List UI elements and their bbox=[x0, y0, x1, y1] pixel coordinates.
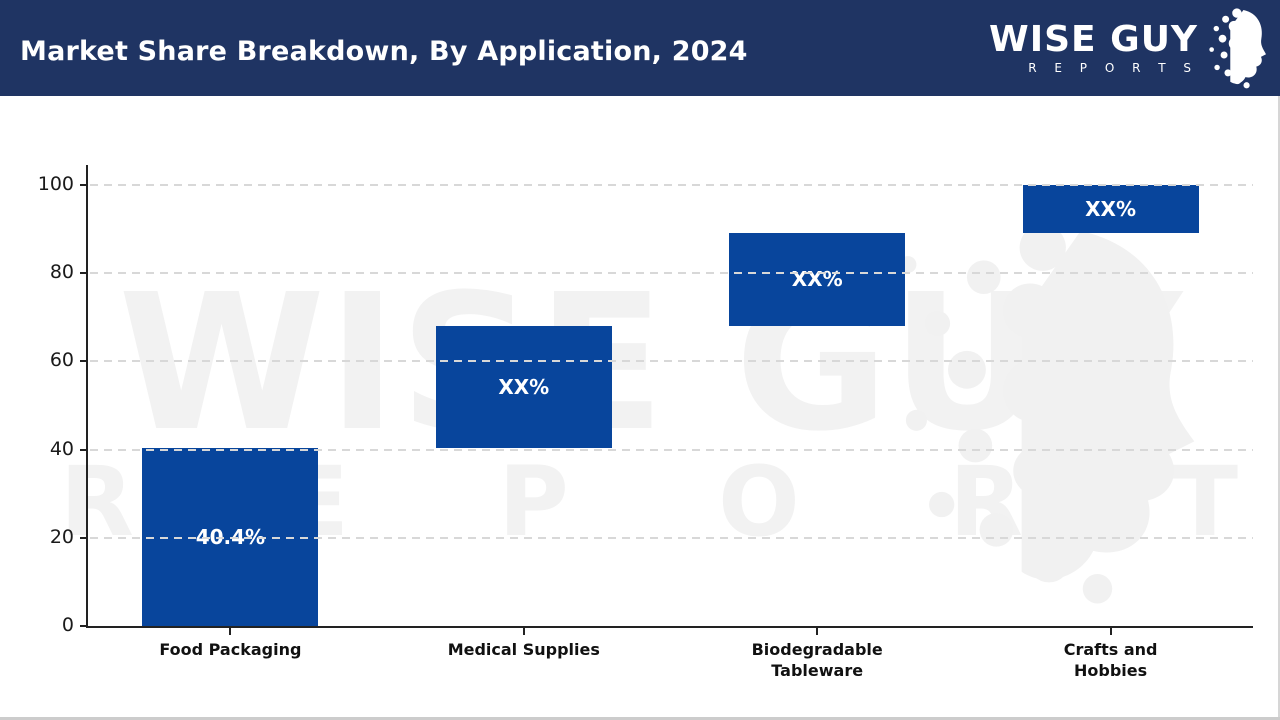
bar-value-label: XX% bbox=[791, 267, 843, 292]
x-category-label: Biodegradable Tableware bbox=[751, 640, 883, 680]
gridline bbox=[90, 448, 1253, 451]
gridline bbox=[90, 360, 1253, 363]
y-tick bbox=[80, 360, 88, 363]
x-tick bbox=[816, 628, 819, 635]
bar-crafts-and-hobbies: XX% bbox=[1022, 185, 1199, 233]
bar-value-label: XX% bbox=[498, 374, 550, 399]
y-axis-line bbox=[86, 165, 88, 628]
wiseguy-head-icon bbox=[1209, 8, 1266, 89]
x-category-label: Medical Supplies bbox=[447, 640, 600, 659]
gridline bbox=[90, 184, 1253, 186]
y-tick bbox=[80, 625, 88, 627]
chart-title: Market Share Breakdown, By Application, … bbox=[20, 35, 748, 67]
page-border-right bbox=[1278, 96, 1280, 720]
chart-canvas: WISE GUY R E P O R T S 02040608010040.4%… bbox=[0, 96, 1280, 720]
x-tick bbox=[522, 628, 525, 635]
bar-value-label: XX% bbox=[1085, 196, 1137, 221]
y-tick bbox=[80, 536, 88, 539]
wiseguy-logo: WISE GUY R E P O R T S bbox=[989, 6, 1266, 90]
page-border-bottom bbox=[0, 717, 1280, 720]
y-tick-label: 80 bbox=[49, 261, 74, 284]
x-tick bbox=[1109, 628, 1112, 635]
y-tick-label: 20 bbox=[49, 525, 74, 548]
y-tick-label: 100 bbox=[37, 173, 74, 195]
plot-area: 0 20 40 60 80 100 40.4% Food Packaging XX% Medica… bbox=[0, 96, 1280, 720]
x-category-label: Crafts and Hobbies bbox=[1063, 640, 1158, 680]
logo-text: WISE GUY R E P O R T S bbox=[988, 19, 1198, 75]
logo-sub: R E P O R T S bbox=[1028, 61, 1198, 75]
y-tick bbox=[80, 448, 88, 451]
watermark-head-icon bbox=[899, 224, 1195, 604]
gridline bbox=[90, 536, 1253, 539]
bar-biodegradable-tableware: XX% bbox=[729, 232, 906, 327]
logo-name: WISE GUY bbox=[988, 19, 1198, 60]
y-tick-label: 60 bbox=[49, 349, 74, 372]
gridline bbox=[90, 272, 1253, 275]
header-bar: Market Share Breakdown, By Application, … bbox=[0, 0, 1280, 96]
y-tick bbox=[80, 184, 88, 186]
x-axis-line bbox=[86, 626, 1253, 628]
y-tick-label: 0 bbox=[61, 614, 74, 636]
y-tick bbox=[80, 272, 88, 275]
bar-medical-supplies: XX% bbox=[435, 326, 612, 448]
y-tick-label: 40 bbox=[49, 437, 74, 460]
watermark-text-line1: WISE GUY bbox=[118, 254, 1184, 473]
x-category-label: Food Packaging bbox=[159, 640, 302, 659]
x-tick bbox=[229, 628, 232, 635]
